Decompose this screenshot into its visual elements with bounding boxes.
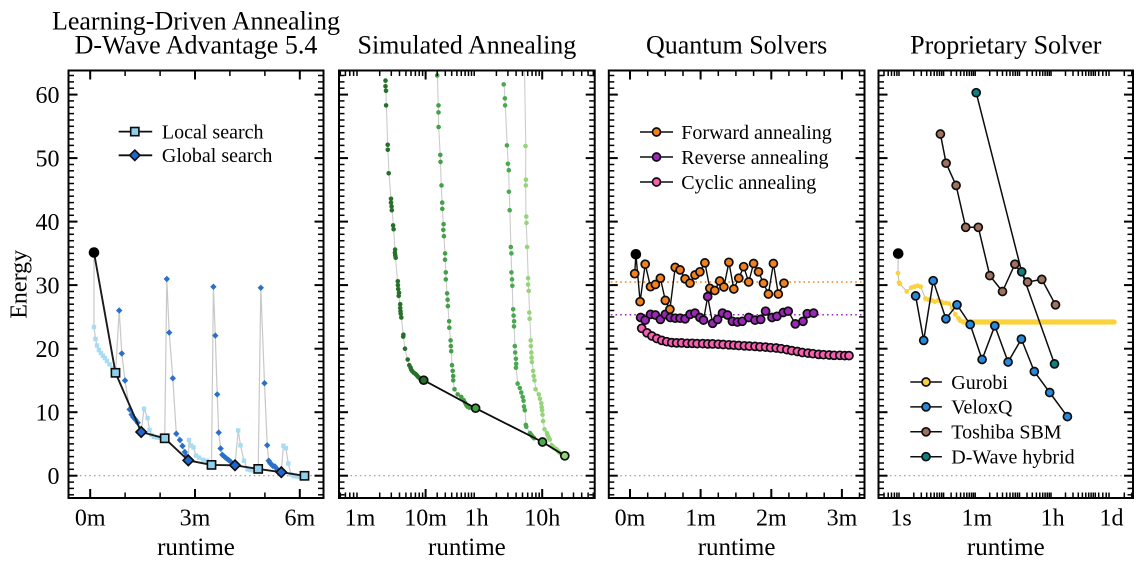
svg-text:20: 20 <box>36 337 60 363</box>
svg-text:Proprietary Solver: Proprietary Solver <box>910 31 1102 60</box>
svg-text:1m: 1m <box>685 505 716 531</box>
svg-text:Gurobi: Gurobi <box>951 372 1008 394</box>
svg-text:Quantum Solvers: Quantum Solvers <box>646 31 827 60</box>
svg-text:40: 40 <box>36 210 60 236</box>
svg-text:Cyclic annealing: Cyclic annealing <box>681 172 816 194</box>
svg-text:10m: 10m <box>404 505 447 531</box>
svg-text:1h: 1h <box>465 505 489 531</box>
svg-text:runtime: runtime <box>428 534 506 561</box>
svg-text:Local search: Local search <box>162 121 264 143</box>
svg-text:10h: 10h <box>524 505 560 531</box>
svg-text:50: 50 <box>36 147 60 173</box>
svg-text:Toshiba SBM: Toshiba SBM <box>951 422 1062 444</box>
svg-text:Reverse annealing: Reverse annealing <box>681 147 828 169</box>
svg-text:0m: 0m <box>615 505 646 531</box>
svg-text:D-Wave hybrid: D-Wave hybrid <box>951 447 1074 469</box>
svg-text:1m: 1m <box>961 505 992 531</box>
svg-text:runtime: runtime <box>157 534 235 561</box>
svg-text:30: 30 <box>36 274 60 300</box>
svg-text:runtime: runtime <box>967 534 1045 561</box>
svg-text:60: 60 <box>36 83 60 109</box>
svg-text:1d: 1d <box>1100 505 1124 531</box>
svg-text:D-Wave Advantage 5.4: D-Wave Advantage 5.4 <box>75 31 318 60</box>
svg-text:3m: 3m <box>180 505 211 531</box>
svg-text:Global search: Global search <box>162 145 273 167</box>
svg-text:Energy: Energy <box>7 250 33 319</box>
svg-text:6m: 6m <box>284 505 315 531</box>
svg-text:Simulated Annealing: Simulated Annealing <box>357 31 576 60</box>
svg-text:3m: 3m <box>827 505 858 531</box>
svg-text:1s: 1s <box>890 505 911 531</box>
svg-text:VeloxQ: VeloxQ <box>951 397 1013 419</box>
svg-text:0: 0 <box>48 464 60 490</box>
svg-text:2m: 2m <box>756 505 787 531</box>
svg-text:runtime: runtime <box>698 534 776 561</box>
svg-text:1h: 1h <box>1041 505 1065 531</box>
svg-text:Learning-Driven Annealing: Learning-Driven Annealing <box>52 7 340 36</box>
svg-text:1m: 1m <box>345 505 376 531</box>
svg-text:Forward annealing: Forward annealing <box>681 122 832 144</box>
svg-text:10: 10 <box>36 401 60 427</box>
svg-text:0m: 0m <box>75 505 106 531</box>
